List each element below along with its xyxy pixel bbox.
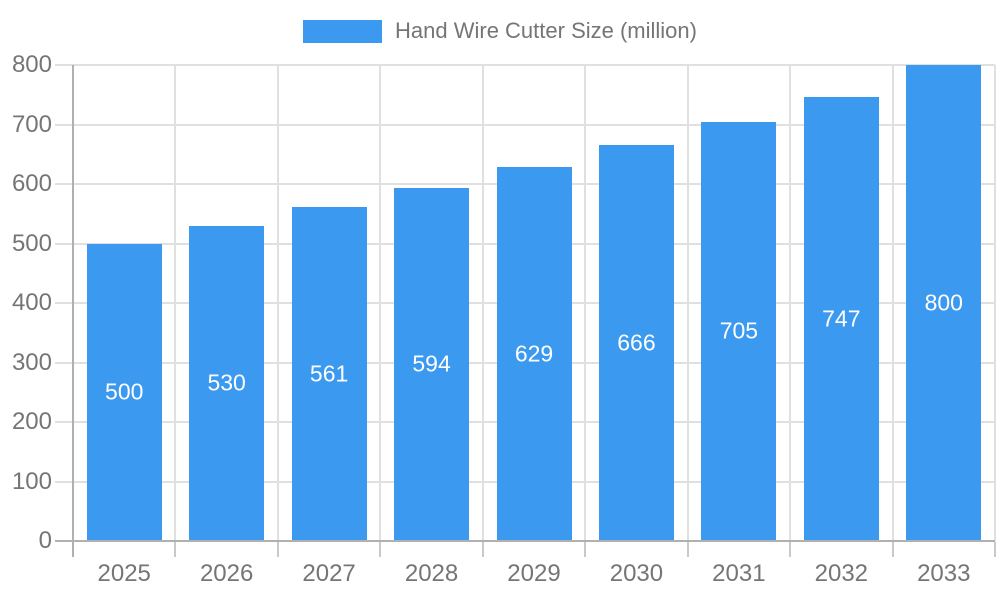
x-tick-label: 2025 (97, 560, 151, 587)
x-axis-tick (891, 542, 894, 557)
x-gridline (481, 65, 484, 541)
legend-label: Hand Wire Cutter Size (million) (395, 18, 697, 43)
y-tick-label: 600 (11, 170, 52, 197)
y-gridline (55, 123, 995, 126)
x-gridline (276, 65, 279, 541)
y-tick-label: 100 (11, 467, 52, 495)
x-axis-tick (276, 542, 279, 557)
x-gridline (994, 65, 996, 541)
y-gridline (55, 64, 995, 66)
y-tick-label: 800 (11, 51, 52, 78)
bar-value-label: 666 (617, 329, 656, 356)
bar: 561 (291, 207, 367, 541)
x-axis-tick (584, 542, 587, 557)
x-tick-label: 2033 (917, 560, 971, 587)
bar-value-label: 705 (719, 317, 759, 344)
legend: Hand Wire Cutter Size (million) (0, 18, 1000, 44)
x-tick-label: 2029 (507, 560, 561, 587)
x-gridline (686, 65, 689, 541)
y-tick-label: 300 (11, 348, 52, 376)
x-gridline (789, 65, 792, 541)
x-axis-tick (379, 542, 382, 557)
bar-value-label: 747 (822, 305, 861, 332)
x-axis-tick (686, 542, 689, 557)
x-gridline (174, 65, 177, 541)
bar: 629 (496, 166, 572, 541)
y-tick-label: 200 (11, 408, 52, 435)
x-gridline (891, 65, 894, 541)
x-tick-label: 2032 (814, 560, 869, 587)
x-tick-label: 2031 (712, 560, 766, 587)
bar: 594 (394, 187, 470, 541)
bar: 800 (906, 65, 982, 541)
x-tick-label: 2026 (199, 560, 254, 587)
bar-value-label: 530 (207, 369, 246, 396)
plot-area: 0 100 200 300 400 500 600 700 800 2025 500 2026 530 2… (12, 52, 996, 587)
x-axis-tick (994, 542, 996, 557)
bar-value-label: 800 (924, 289, 963, 316)
x-gridline (584, 65, 587, 541)
y-tick-label: 400 (11, 289, 52, 316)
bar: 500 (86, 243, 162, 541)
bar-value-label: 629 (514, 340, 554, 367)
x-gridline (379, 65, 382, 541)
x-axis-line (55, 540, 995, 542)
y-tick-label: 700 (11, 110, 52, 138)
y-tick-label: 500 (11, 229, 52, 257)
bar-value-label: 594 (412, 350, 451, 377)
x-axis-tick (481, 542, 484, 557)
x-tick-label: 2030 (609, 560, 664, 587)
y-tick-label: 0 (38, 527, 52, 554)
x-axis-tick (789, 542, 792, 557)
legend-swatch-icon (303, 19, 383, 43)
bar: 705 (701, 121, 777, 541)
x-tick-label: 2027 (302, 560, 356, 587)
bar-value-label: 561 (309, 360, 349, 387)
bar: 747 (803, 96, 879, 541)
bar-value-label: 500 (105, 378, 144, 405)
y-axis-line (72, 65, 74, 557)
x-axis-tick (174, 542, 177, 557)
x-tick-label: 2028 (404, 560, 459, 587)
bar: 666 (598, 144, 674, 541)
bar: 530 (189, 225, 265, 541)
